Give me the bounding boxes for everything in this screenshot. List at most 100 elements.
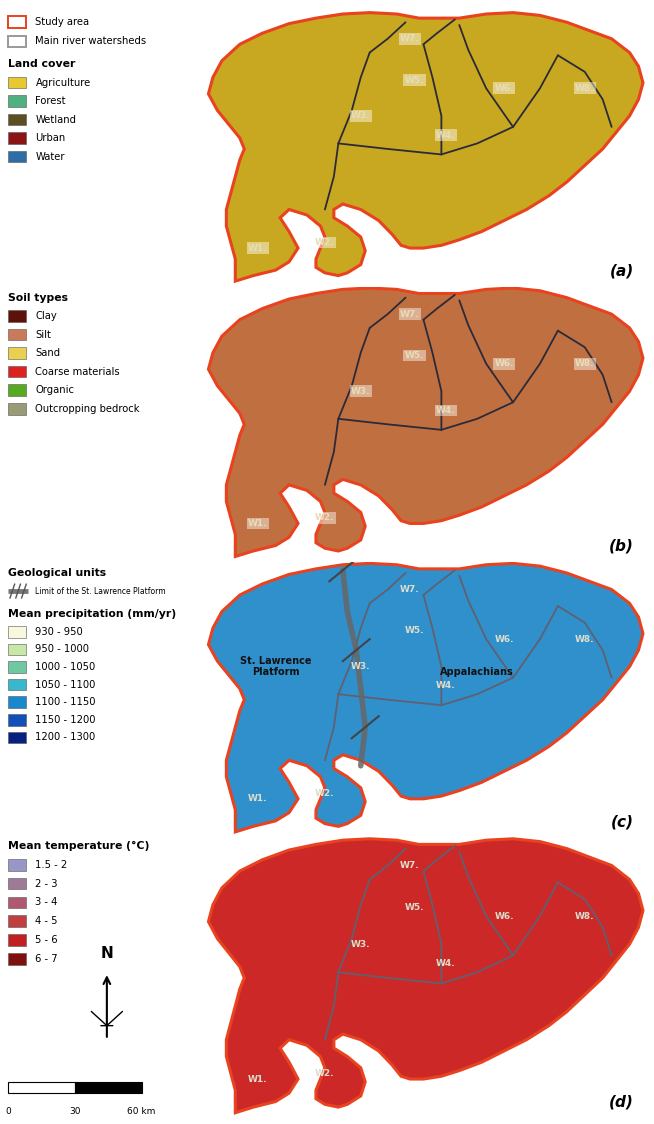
Text: W4.: W4. xyxy=(436,130,456,139)
FancyBboxPatch shape xyxy=(9,310,26,321)
Text: Water: Water xyxy=(35,152,65,162)
Text: W6.: W6. xyxy=(494,635,514,644)
FancyBboxPatch shape xyxy=(9,384,26,396)
Text: W4.: W4. xyxy=(436,959,456,969)
Text: Outcropping bedrock: Outcropping bedrock xyxy=(35,404,140,414)
Text: W5.: W5. xyxy=(405,903,424,913)
Text: 1000 - 1050: 1000 - 1050 xyxy=(35,662,95,672)
Text: Silt: Silt xyxy=(35,329,52,339)
FancyBboxPatch shape xyxy=(9,402,26,415)
FancyBboxPatch shape xyxy=(9,644,26,655)
Polygon shape xyxy=(209,288,643,556)
Text: W1.: W1. xyxy=(248,1075,267,1084)
FancyBboxPatch shape xyxy=(9,347,26,359)
Polygon shape xyxy=(209,563,643,832)
Text: Forest: Forest xyxy=(35,96,66,106)
Text: W2.: W2. xyxy=(315,238,335,247)
Text: Study area: Study area xyxy=(35,17,90,27)
Text: 1200 - 1300: 1200 - 1300 xyxy=(35,733,95,743)
Text: W8.: W8. xyxy=(575,84,594,93)
Text: Mean precipitation (mm/yr): Mean precipitation (mm/yr) xyxy=(9,609,177,618)
Text: W7.: W7. xyxy=(400,34,420,44)
Text: (d): (d) xyxy=(609,1095,634,1111)
FancyBboxPatch shape xyxy=(9,133,26,144)
Text: W8.: W8. xyxy=(575,635,594,644)
Text: W3.: W3. xyxy=(351,940,371,949)
Text: Organic: Organic xyxy=(35,386,75,396)
Text: W5.: W5. xyxy=(405,75,424,84)
FancyBboxPatch shape xyxy=(9,714,26,726)
Text: St. Lawrence
Platform: St. Lawrence Platform xyxy=(240,655,311,678)
FancyBboxPatch shape xyxy=(9,915,26,927)
Text: Agriculture: Agriculture xyxy=(35,78,91,88)
Text: 3 - 4: 3 - 4 xyxy=(35,897,58,907)
FancyBboxPatch shape xyxy=(9,697,26,708)
Text: Mean temperature (°C): Mean temperature (°C) xyxy=(9,841,150,851)
Text: W7.: W7. xyxy=(400,584,420,595)
FancyBboxPatch shape xyxy=(9,1082,75,1093)
Text: W2.: W2. xyxy=(315,789,335,798)
Polygon shape xyxy=(209,839,643,1113)
Text: W2.: W2. xyxy=(315,514,335,523)
FancyBboxPatch shape xyxy=(9,679,26,690)
Text: 4 - 5: 4 - 5 xyxy=(35,916,58,926)
FancyBboxPatch shape xyxy=(9,934,26,946)
Text: W4.: W4. xyxy=(436,406,456,415)
FancyBboxPatch shape xyxy=(9,151,26,162)
Text: Sand: Sand xyxy=(35,348,61,359)
Text: 60 km: 60 km xyxy=(128,1107,156,1116)
Text: Limit of the St. Lawrence Platform: Limit of the St. Lawrence Platform xyxy=(35,587,166,596)
Text: 950 - 1000: 950 - 1000 xyxy=(35,644,90,654)
Text: W2.: W2. xyxy=(315,1069,335,1078)
Text: Geological units: Geological units xyxy=(9,568,107,578)
Text: (b): (b) xyxy=(609,538,634,554)
Text: 1050 - 1100: 1050 - 1100 xyxy=(35,680,96,689)
Text: W6.: W6. xyxy=(494,912,514,921)
FancyBboxPatch shape xyxy=(75,1082,141,1093)
Text: W1.: W1. xyxy=(248,244,267,253)
Text: W3.: W3. xyxy=(351,111,371,120)
Text: W6.: W6. xyxy=(494,84,514,93)
FancyBboxPatch shape xyxy=(9,953,26,966)
Text: 30: 30 xyxy=(69,1107,81,1116)
Text: (c): (c) xyxy=(611,814,634,830)
Text: W3.: W3. xyxy=(351,387,371,396)
Text: Coarse materials: Coarse materials xyxy=(35,366,120,377)
Text: Clay: Clay xyxy=(35,311,58,321)
Text: Wetland: Wetland xyxy=(35,115,77,125)
Text: 5 - 6: 5 - 6 xyxy=(35,935,58,945)
Text: 1100 - 1150: 1100 - 1150 xyxy=(35,697,96,707)
Text: W5.: W5. xyxy=(405,351,424,360)
FancyBboxPatch shape xyxy=(9,897,26,908)
FancyBboxPatch shape xyxy=(9,96,26,107)
Text: W1.: W1. xyxy=(248,519,267,528)
Text: W6.: W6. xyxy=(494,360,514,369)
Text: W5.: W5. xyxy=(405,626,424,635)
Text: Urban: Urban xyxy=(35,133,66,143)
Text: 2 - 3: 2 - 3 xyxy=(35,879,58,889)
Text: W8.: W8. xyxy=(575,360,594,369)
Polygon shape xyxy=(209,12,643,281)
Text: (a): (a) xyxy=(610,263,634,279)
FancyBboxPatch shape xyxy=(9,661,26,673)
Text: 930 - 950: 930 - 950 xyxy=(35,627,83,636)
Text: W1.: W1. xyxy=(248,795,267,804)
Text: Main river watersheds: Main river watersheds xyxy=(35,36,146,46)
Text: 1150 - 1200: 1150 - 1200 xyxy=(35,715,96,725)
Text: 6 - 7: 6 - 7 xyxy=(35,954,58,964)
Text: W4.: W4. xyxy=(436,681,456,690)
FancyBboxPatch shape xyxy=(9,878,26,889)
FancyBboxPatch shape xyxy=(9,732,26,743)
FancyBboxPatch shape xyxy=(9,329,26,341)
FancyBboxPatch shape xyxy=(9,366,26,378)
Text: 1.5 - 2: 1.5 - 2 xyxy=(35,860,68,870)
FancyBboxPatch shape xyxy=(9,76,26,89)
FancyBboxPatch shape xyxy=(9,114,26,126)
Text: Appalachians: Appalachians xyxy=(440,668,514,677)
Text: W7.: W7. xyxy=(400,861,420,870)
Text: W7.: W7. xyxy=(400,309,420,319)
FancyBboxPatch shape xyxy=(9,859,26,871)
Text: Soil types: Soil types xyxy=(9,292,69,302)
Text: 0: 0 xyxy=(6,1107,11,1116)
Text: W8.: W8. xyxy=(575,912,594,921)
